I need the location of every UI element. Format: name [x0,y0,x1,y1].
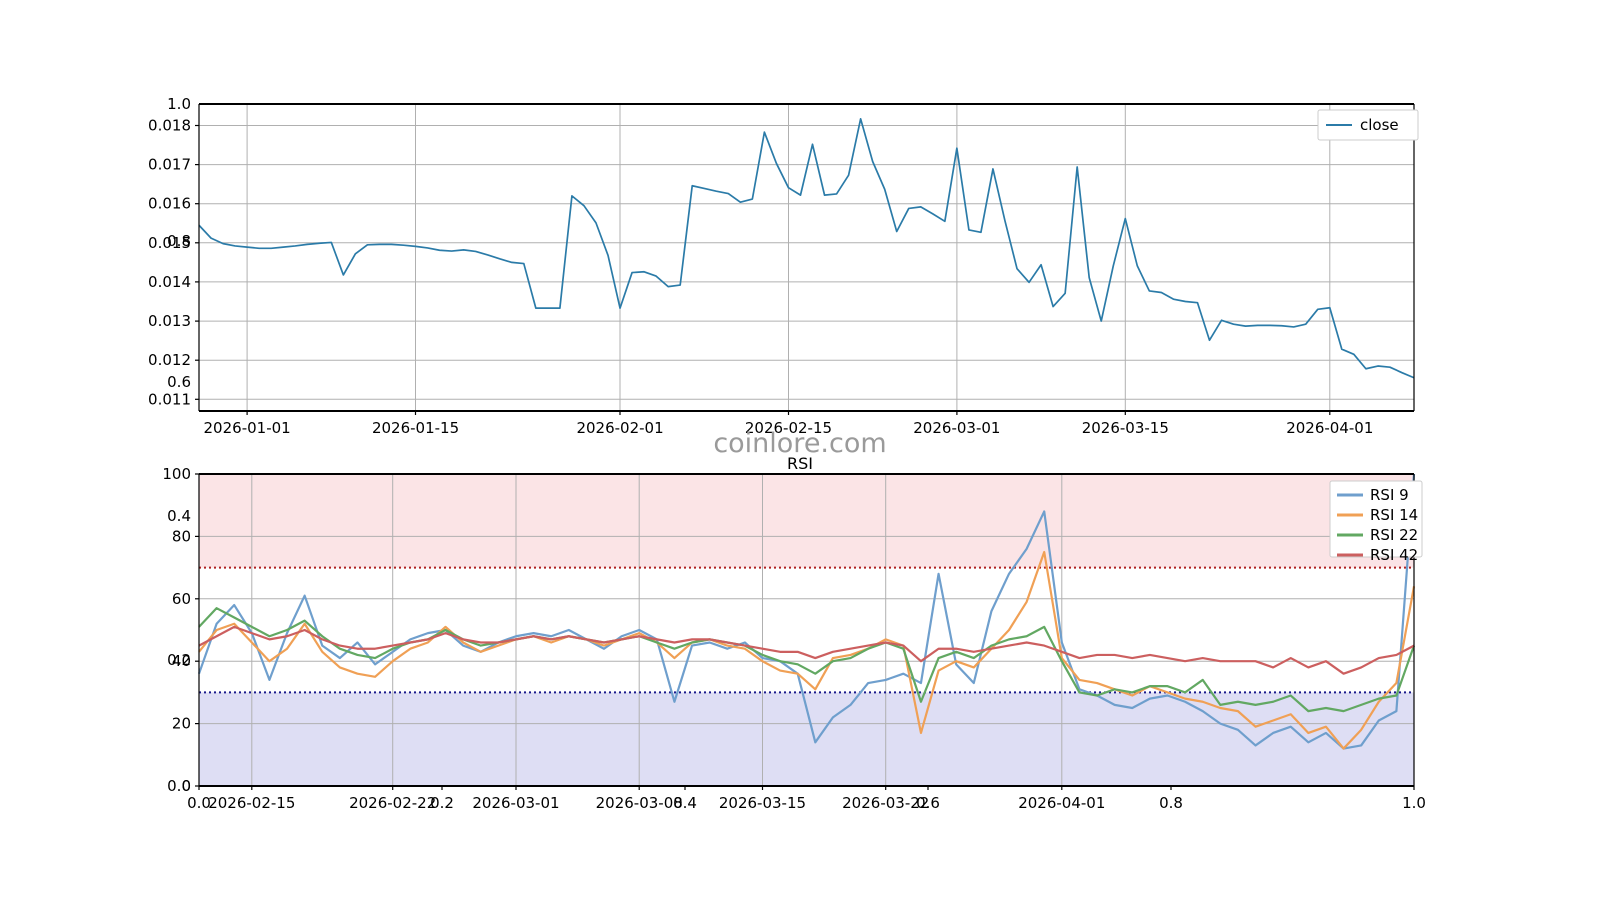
rsi-ytick-label-secondary: 0.4 [167,507,191,525]
rsi-ytick-label: 100 [162,465,191,483]
price-ytick-label: 0.015 [148,234,191,252]
rsi-legend-box [1329,480,1423,558]
price-ytick-label: 0.014 [148,273,191,291]
price-grid [199,104,1414,411]
rsi-xtick-label: 2026-04-01 [1018,794,1105,812]
price-plot-background [199,104,1414,411]
rsi-xtick-label: 2026-02-15 [208,794,295,812]
price-xtick-label: 2026-02-01 [576,419,663,437]
rsi-legend-label-rsi-14: RSI 14 [1370,506,1418,524]
price-ytick-label-secondary: 0.6 [167,373,191,391]
price-ytick-label: 0.013 [148,312,191,330]
rsi-ytick-label: 0 [181,777,191,795]
rsi-xtick-label: 2026-03-22 [842,794,929,812]
rsi-ytick-label-secondary: 0.0 [167,777,191,795]
rsi-legend-label-rsi-9: RSI 9 [1370,486,1409,504]
rsi-xtick-label-secondary: 0.8 [1159,794,1183,812]
price-xtick-label: 2026-03-01 [913,419,1000,437]
price-ytick-label: 0.012 [148,351,191,369]
price-ytick-label: 0.017 [148,156,191,174]
price-xtick-label: 2026-04-01 [1286,419,1373,437]
price-xtick-label: 2026-03-15 [1082,419,1169,437]
price-xtick-label: 2026-01-01 [204,419,291,437]
rsi-xtick-label: 2026-03-08 [596,794,683,812]
rsi-ytick-label: 60 [172,590,191,608]
rsi-xtick-label: 2026-03-15 [719,794,806,812]
rsi-title: RSI [787,454,813,473]
price-legend[interactable]: close [1317,109,1419,141]
rsi-xtick-label-secondary: 0.4 [673,794,697,812]
rsi-ytick-label: 40 [172,652,191,670]
rsi-legend-label-rsi-42: RSI 42 [1370,546,1418,564]
watermark-text: coinlore.com [713,428,886,459]
rsi-xtick-label: 2026-03-01 [472,794,559,812]
price-ytick-label: 0.011 [148,390,191,408]
rsi-xtick-label: 2026-02-22 [349,794,436,812]
rsi-legend-label-rsi-22: RSI 22 [1370,526,1418,544]
rsi-xtick-label-secondary: 0.2 [430,794,454,812]
price-ytick-label-secondary: 0.8 [167,232,191,250]
rsi-xtick-label-secondary: 1.0 [1402,794,1426,812]
price-xtick-label: 2026-02-15 [745,419,832,437]
price-legend-box [1317,109,1419,141]
rsi-ytick-label: 20 [172,715,191,733]
rsi-xtick-label-secondary: 0.6 [916,794,940,812]
rsi-line-rsi-22 [198,607,1416,713]
price-ytick-label: 0.016 [148,195,191,213]
price-xtick-label: 2026-01-15 [372,419,459,437]
rsi-xtick-label-secondary: 0.0 [187,794,211,812]
rsi-legend[interactable]: RSI 9 RSI 14 RSI 22 RSI 42 [1329,480,1423,564]
price-ytick-label-secondary: 1.0 [167,95,191,113]
price-ytick-label: 0.018 [148,117,191,135]
rsi-line-rsi-14 [198,550,1416,750]
rsi-line-rsi-42 [198,625,1415,675]
price-panel: 0.011 0.012 0.013 0.014 0.015 0.016 0.017 0.018… [148,95,1419,437]
rsi-ytick-label: 80 [172,527,191,545]
price-legend-label-close: close [1360,116,1399,134]
price-line-close [198,118,1415,379]
rsi-overbought-band [199,474,1414,568]
rsi-ytick-label-secondary: 0.2 [167,651,191,669]
